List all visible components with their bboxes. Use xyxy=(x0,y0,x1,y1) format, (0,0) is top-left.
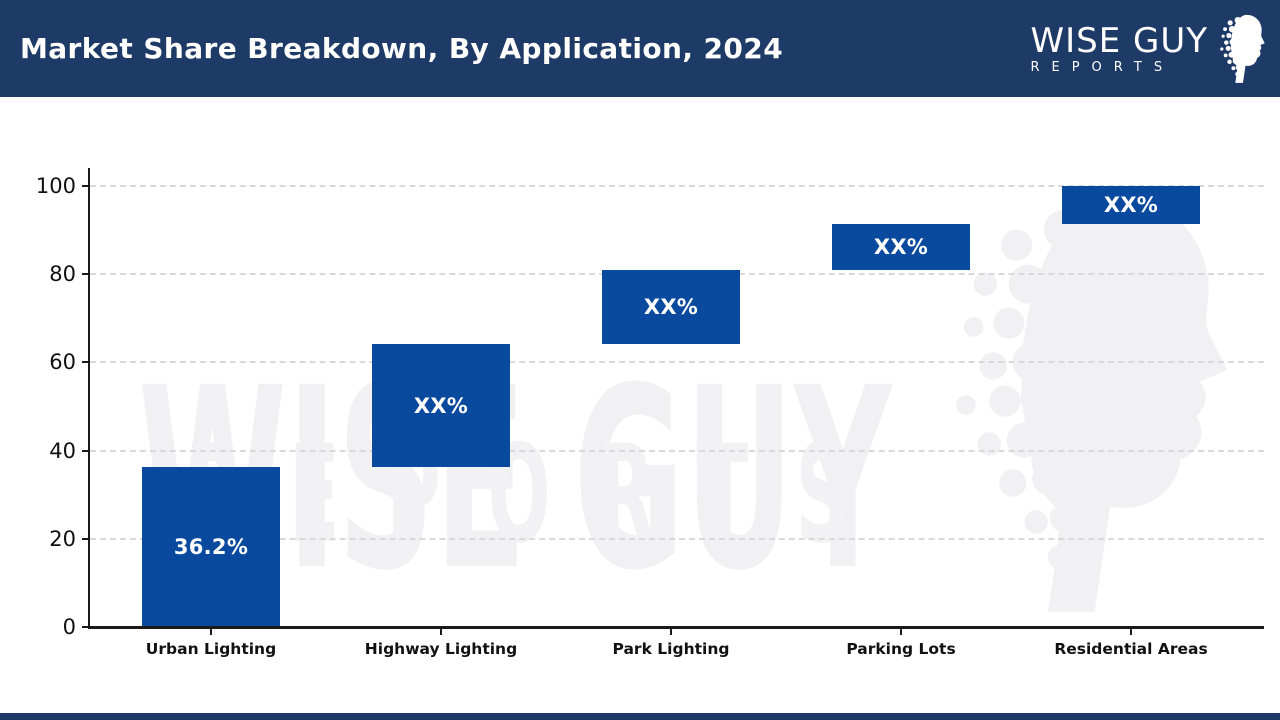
y-tick xyxy=(82,449,90,452)
x-tick xyxy=(1130,627,1132,635)
bar: XX% xyxy=(832,224,970,270)
header-bar: Market Share Breakdown, By Application, … xyxy=(0,0,1280,97)
bar: XX% xyxy=(1062,186,1200,225)
x-axis-line xyxy=(88,626,1264,629)
y-tick-label: 0 xyxy=(62,615,76,639)
y-tick-label: 20 xyxy=(49,526,76,551)
y-tick xyxy=(82,273,90,276)
bar: XX% xyxy=(602,269,740,345)
logo-subtitle: REPORTS xyxy=(1030,59,1175,75)
x-category-label: Parking Lots xyxy=(846,640,956,658)
x-tick xyxy=(210,627,212,635)
footer-bar xyxy=(0,713,1280,720)
y-tick-label: 100 xyxy=(35,174,76,198)
y-tick xyxy=(82,626,90,628)
x-category-label: Urban Lighting xyxy=(145,640,277,658)
y-tick-label: 60 xyxy=(49,350,76,375)
watermark-head-icon xyxy=(956,197,1228,612)
gridline xyxy=(90,449,1264,452)
y-tick xyxy=(82,537,90,540)
bar-value-label: XX% xyxy=(1103,193,1159,218)
x-tick xyxy=(900,627,902,635)
bar: 36.2% xyxy=(142,467,280,627)
bar-value-label: XX% xyxy=(413,393,469,418)
x-tick xyxy=(670,627,672,635)
y-tick-label: 40 xyxy=(49,438,76,463)
x-tick xyxy=(440,627,442,635)
y-tick-label: 80 xyxy=(49,262,76,287)
y-tick xyxy=(82,185,90,187)
logo-text: WISE GUY REPORTS xyxy=(1030,24,1208,74)
y-axis-line xyxy=(88,168,90,629)
bar-value-label: XX% xyxy=(643,295,699,320)
x-category-label: Residential Areas xyxy=(1054,640,1208,658)
bar-value-label: 36.2% xyxy=(173,535,249,560)
gridline xyxy=(90,537,1264,540)
x-category-label: Park Lighting xyxy=(612,640,730,658)
bar-value-label: XX% xyxy=(873,235,929,260)
gridline xyxy=(90,361,1264,364)
x-category-label: Highway Lighting xyxy=(364,640,518,658)
dotted-head-profile-icon xyxy=(1220,14,1265,83)
gridline xyxy=(90,185,1264,187)
y-tick xyxy=(82,361,90,364)
page-title: Market Share Breakdown, By Application, … xyxy=(20,32,784,65)
logo-wordmark: WISE GUY xyxy=(1030,20,1208,61)
bar: XX% xyxy=(372,344,510,468)
wise-guy-reports-logo: WISE GUY REPORTS xyxy=(1030,10,1280,88)
